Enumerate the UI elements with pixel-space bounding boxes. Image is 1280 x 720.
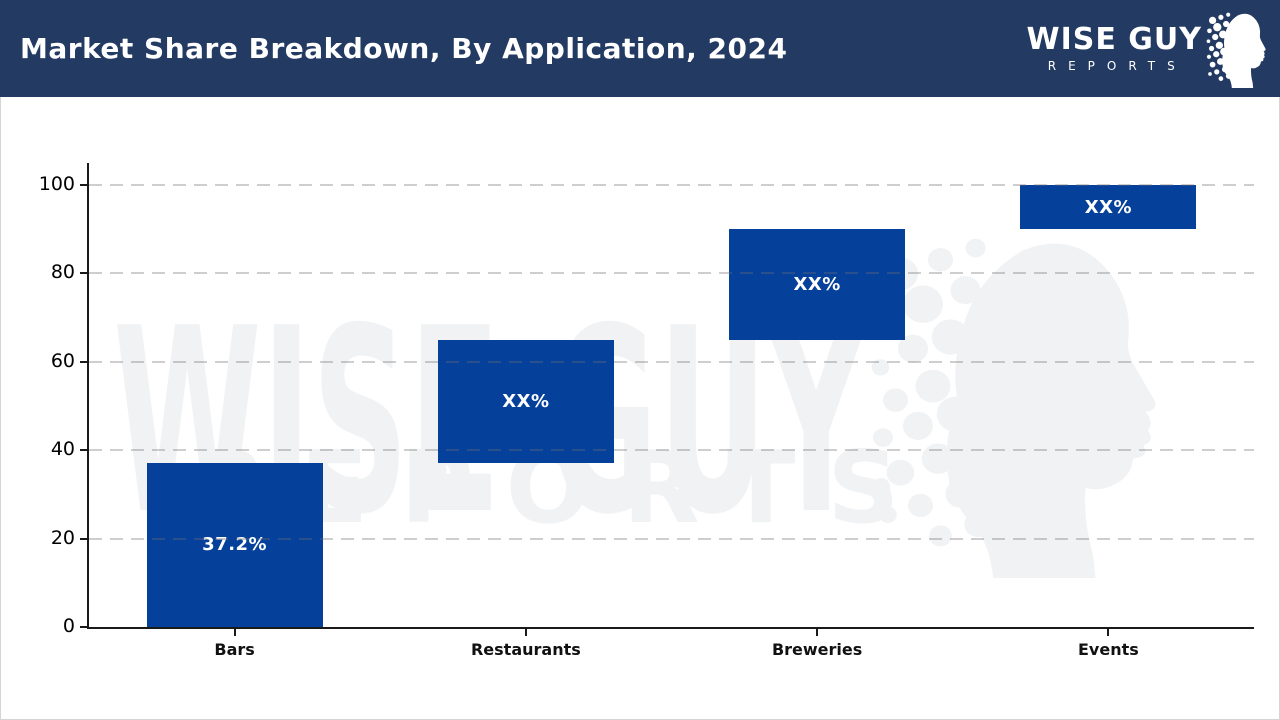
wiseguy-logo: WISE GUY REPORTS [1026, 0, 1268, 97]
y-axis-tick [80, 449, 89, 452]
y-tick-label: 80 [50, 261, 75, 284]
grid-line [89, 360, 1254, 363]
y-tick-label: 0 [62, 615, 75, 637]
y-tick-label: 20 [50, 526, 75, 549]
y-tick-label: 100 [38, 173, 75, 195]
bar-segment: XX% [437, 339, 614, 463]
x-category-label: Breweries [771, 640, 863, 659]
x-axis-line [87, 627, 1254, 629]
bar-segment: XX% [1020, 185, 1197, 230]
y-axis-line [87, 163, 89, 629]
x-axis-tick [1107, 629, 1110, 636]
bar-segment: 37.2% [146, 462, 323, 627]
logo-wordmark: WISE GUY REPORTS [1026, 22, 1202, 74]
x-category-label: Events [1077, 640, 1139, 659]
x-category-label: Restaurants [470, 640, 581, 659]
bar-value-label: XX% [1084, 196, 1133, 218]
x-category-label: Bars [214, 640, 255, 659]
bar-value-label: 37.2% [202, 534, 268, 556]
bar-segment: XX% [729, 229, 906, 340]
bar-value-label: XX% [793, 273, 841, 295]
logo-line1: WISE GUY [1026, 22, 1202, 57]
header: Market Share Breakdown, By Application, … [0, 0, 1280, 97]
chart-area: WISE GUY REPORTS 0 20 40 60 80 100 37.2% Bars XX… [0, 97, 1280, 720]
grid-line [89, 272, 1254, 275]
bar-value-label: XX% [502, 390, 550, 412]
y-axis-tick [80, 537, 89, 540]
y-tick-label: 60 [50, 349, 75, 372]
x-axis-tick [816, 629, 819, 636]
y-tick-label: 40 [50, 438, 75, 461]
chart-title: Market Share Breakdown, By Application, … [20, 32, 788, 65]
grid-line [89, 184, 1254, 186]
x-axis-tick [233, 629, 236, 636]
logo-line2: REPORTS [1047, 59, 1187, 73]
y-axis-tick [80, 272, 89, 275]
y-axis-tick [80, 360, 89, 363]
y-axis-tick [80, 184, 89, 186]
grid-line [89, 449, 1254, 452]
grid-line [89, 537, 1254, 540]
x-axis-tick [524, 629, 527, 636]
y-axis-tick [80, 626, 89, 628]
wiseguy-head-icon [1206, 12, 1266, 88]
